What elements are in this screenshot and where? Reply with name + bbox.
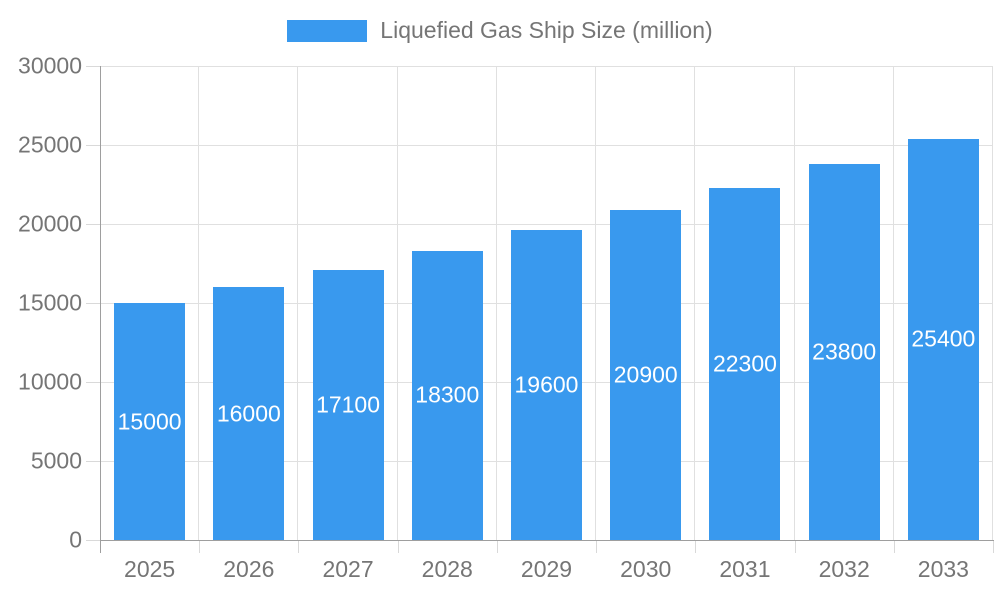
gridline-horizontal	[100, 66, 993, 67]
gridline-vertical	[198, 66, 200, 540]
plot-area: 15000 16000 17100 18300 19600 20900 22300 23800…	[100, 66, 993, 541]
bar[interactable]: 18300	[411, 250, 483, 540]
gridline-horizontal	[100, 224, 993, 225]
bar[interactable]: 15000	[114, 303, 186, 540]
bar[interactable]: 20900	[610, 209, 682, 540]
x-axis-tick	[993, 541, 994, 553]
y-axis-label: 20000	[18, 210, 82, 237]
x-axis-label: 2027	[322, 556, 374, 582]
x-axis-label: 2029	[520, 556, 573, 582]
x-axis-tick	[794, 541, 796, 553]
x-axis-line	[100, 540, 994, 541]
bar-value-label: 20900	[613, 361, 678, 388]
x-axis-tick	[298, 541, 300, 553]
y-axis-tick	[86, 224, 100, 225]
y-axis-label: 0	[69, 526, 82, 553]
legend-label: Liquefied Gas Ship Size (million)	[380, 17, 713, 43]
legend-swatch	[287, 19, 368, 42]
x-axis-label: 2030	[620, 556, 672, 582]
y-axis-tick	[86, 382, 100, 383]
y-axis-tick	[86, 461, 100, 462]
bar-value-label: 17100	[316, 391, 381, 418]
bar[interactable]: 22300	[709, 187, 781, 540]
gridline-vertical	[992, 66, 993, 540]
x-axis-tick	[893, 541, 895, 553]
x-axis-tick	[596, 541, 598, 553]
gridline-vertical	[793, 66, 795, 540]
bar-value-label: 22300	[712, 350, 777, 377]
y-axis-label: 15000	[18, 289, 82, 316]
gridline-vertical	[297, 66, 299, 540]
bar[interactable]: 19600	[511, 230, 582, 540]
bar-value-label: 23800	[812, 338, 877, 365]
y-axis-line	[100, 66, 101, 552]
bar-value-label: 15000	[117, 408, 182, 434]
bar[interactable]: 17100	[312, 269, 384, 540]
y-axis-tick	[86, 145, 100, 146]
y-axis-tick	[86, 66, 100, 67]
y-axis-tick	[86, 540, 100, 541]
x-axis-label: 2032	[818, 556, 870, 582]
x-axis-tick	[199, 541, 201, 553]
bar-value-label: 18300	[415, 381, 480, 408]
gridline-vertical	[495, 66, 497, 540]
x-axis-tick	[695, 541, 697, 553]
x-axis-label: 2025	[124, 556, 176, 582]
y-axis-label: 25000	[18, 131, 82, 158]
bar[interactable]: 25400	[907, 138, 979, 540]
bar-value-label: 19600	[514, 371, 579, 398]
legend[interactable]: Liquefied Gas Ship Size (million)	[0, 17, 1000, 44]
y-axis-label: 30000	[18, 52, 82, 79]
y-axis-tick	[86, 303, 100, 304]
x-axis-tick	[397, 541, 399, 553]
y-axis-label: 10000	[18, 368, 82, 395]
x-axis-label: 2026	[223, 556, 275, 582]
bar[interactable]: 16000	[213, 287, 285, 540]
x-axis-label: 2028	[421, 556, 473, 582]
x-axis-tick	[496, 541, 498, 553]
gridline-vertical	[694, 66, 696, 540]
gridline-vertical	[396, 66, 398, 540]
x-axis-label: 2033	[917, 556, 969, 582]
y-axis-label: 5000	[30, 447, 82, 474]
gridline-vertical	[892, 66, 894, 540]
bar-value-label: 25400	[911, 325, 976, 352]
gridline-horizontal	[100, 145, 993, 146]
bar[interactable]: 23800	[808, 163, 880, 540]
gridline-vertical	[595, 66, 597, 540]
bar-value-label: 16000	[216, 400, 281, 427]
x-axis-label: 2031	[719, 556, 771, 582]
